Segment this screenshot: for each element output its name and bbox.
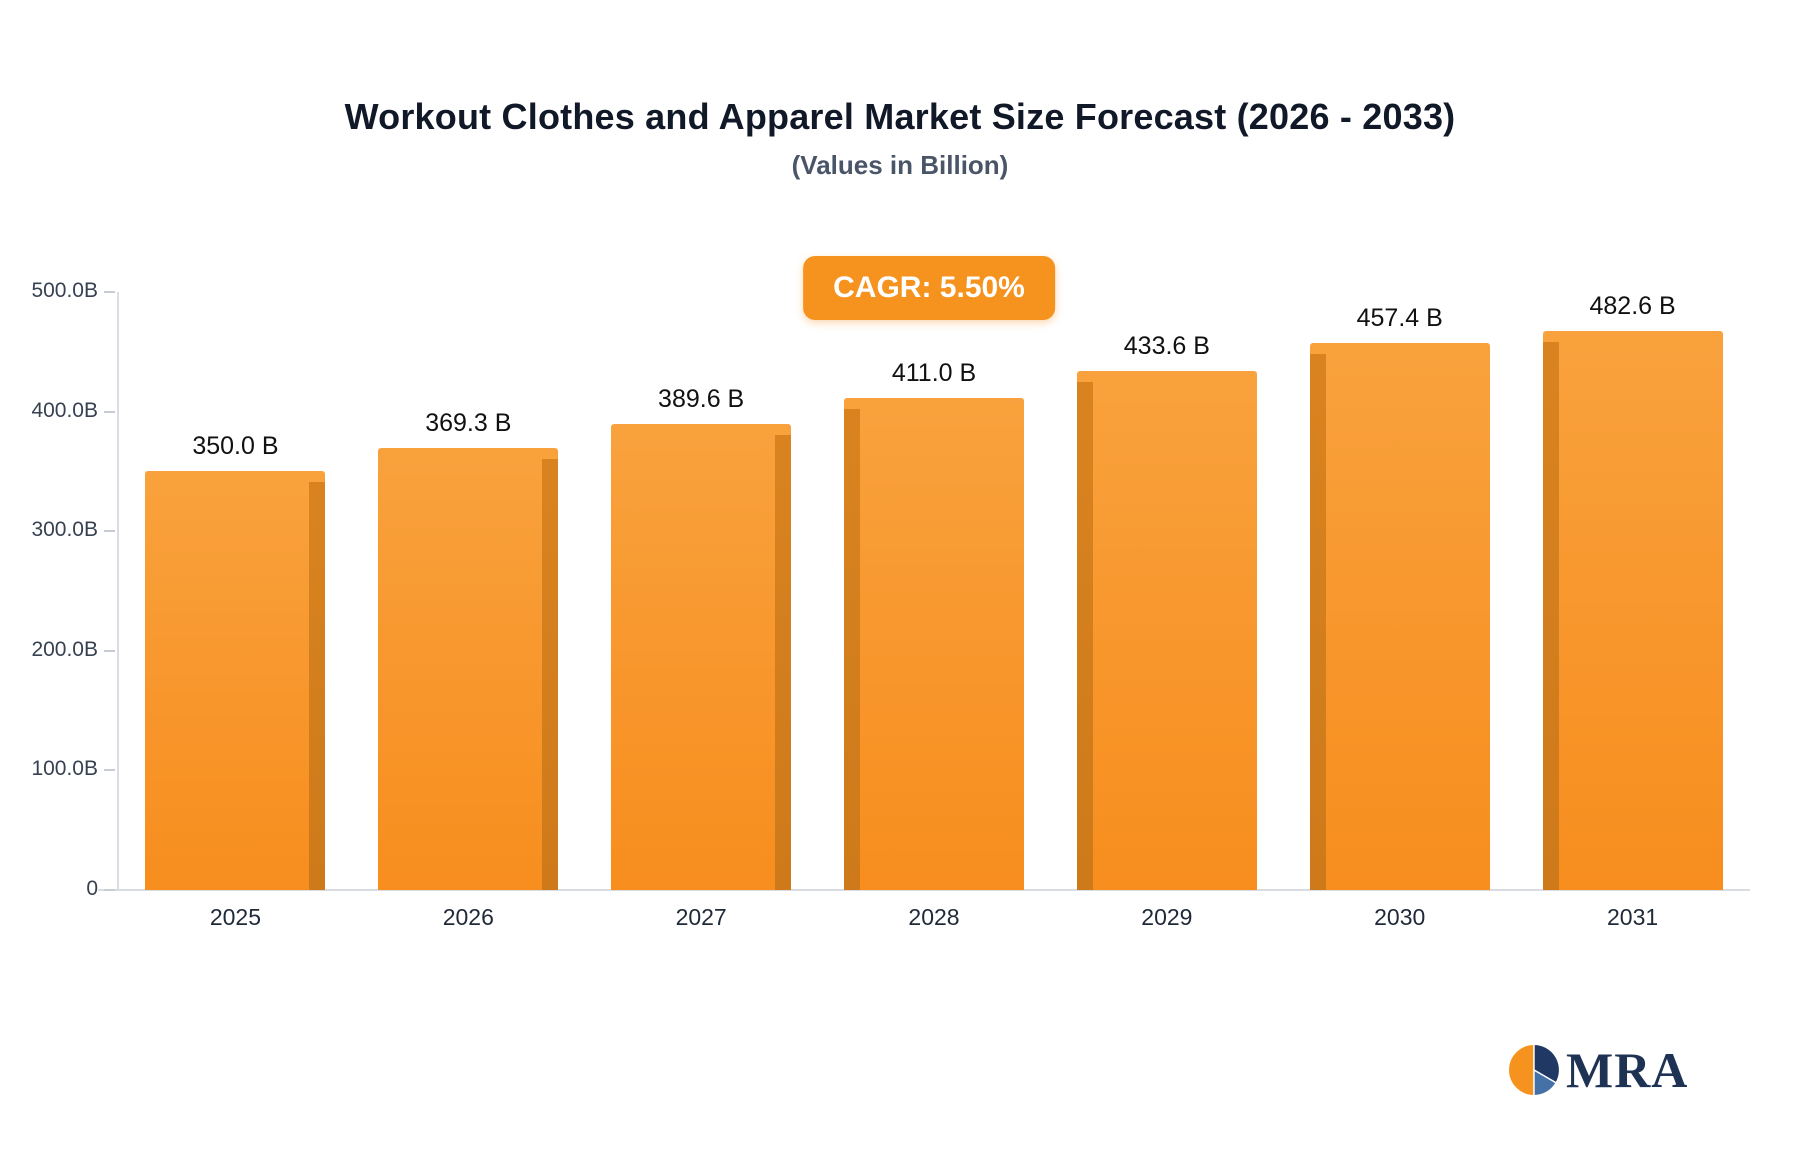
bar-shadow-edge (1076, 382, 1093, 890)
y-axis-tick-label: 100.0B (31, 757, 98, 781)
y-axis-tick-label: 200.0B (31, 637, 98, 661)
bar (378, 448, 559, 890)
bar-shadow-edge (844, 409, 860, 890)
bar-value-label: 389.6 B (658, 385, 745, 413)
bar-slot: 389.6 B (585, 292, 818, 890)
bar-value-label: 482.6 B (1589, 292, 1676, 320)
bar-value-label: 369.3 B (425, 409, 512, 438)
bar-slot: 482.6 B (1516, 292, 1749, 890)
bar (145, 471, 326, 890)
bar-shadow-edge (1309, 353, 1326, 890)
x-axis-tick-label: 2031 (1607, 904, 1659, 930)
x-axis-tick-label: 2030 (1374, 904, 1426, 930)
y-axis-tick-label: 0 (86, 877, 98, 900)
bar-slot: 457.4 B (1283, 292, 1516, 890)
chart-subtitle: (Values in Billion) (791, 150, 1009, 180)
bar-shadow-edge (775, 435, 792, 890)
y-axis-tick-mark (104, 889, 115, 891)
y-axis-tick-label: 400.0B (31, 398, 98, 422)
bar-value-label: 433.6 B (1123, 332, 1210, 361)
bar-value-label: 457.4 B (1356, 303, 1443, 332)
bar (1076, 371, 1257, 890)
pie-chart-logo-icon (1507, 1043, 1561, 1097)
y-axis-tick-mark (104, 530, 115, 533)
mra-logo: MRA (1506, 1042, 1688, 1098)
bar-slot: 411.0 B (818, 292, 1051, 890)
bar-value-label: 350.0 B (192, 432, 279, 461)
bar (1309, 342, 1490, 890)
bar (1542, 331, 1723, 890)
bar-slot: 350.0 B (119, 292, 352, 890)
bar (844, 398, 1024, 890)
bar-shadow-edge (542, 459, 559, 890)
bar-slot: 433.6 B (1050, 292, 1283, 890)
y-axis-tick-label: 300.0B (31, 518, 98, 542)
y-axis-line (117, 292, 119, 890)
y-axis-tick-label: 500.0B (31, 279, 98, 302)
x-axis-labels: 2025 2026 2027 2028 2029 2030 2031 (119, 904, 1749, 931)
bar (611, 424, 792, 890)
logo-text: MRA (1566, 1042, 1689, 1098)
bar-value-label: 411.0 B (891, 359, 977, 388)
cagr-badge: CAGR: 5.50% (803, 256, 1055, 320)
x-axis-tick-label: 2028 (908, 904, 960, 930)
x-axis-tick-label: 2025 (209, 904, 262, 930)
x-axis-tick-label: 2026 (442, 904, 494, 930)
chart-title: Workout Clothes and Apparel Market Size … (344, 96, 1456, 137)
y-axis-tick-mark (104, 769, 115, 772)
bar-shadow-edge (309, 482, 326, 890)
y-axis-tick-mark (104, 410, 115, 413)
bar-shadow-edge (1542, 342, 1559, 890)
y-axis-tick-mark (104, 649, 115, 652)
y-axis-tick-mark (104, 291, 115, 293)
bar-slot: 369.3 B (352, 292, 585, 890)
x-axis-tick-label: 2027 (675, 904, 727, 930)
bars-container: 350.0 B 369.3 B 389.6 B 411.0 B 433.6 B 457.4… (119, 292, 1749, 890)
x-axis-tick-label: 2029 (1141, 904, 1193, 930)
x-axis-baseline (98, 889, 1750, 891)
